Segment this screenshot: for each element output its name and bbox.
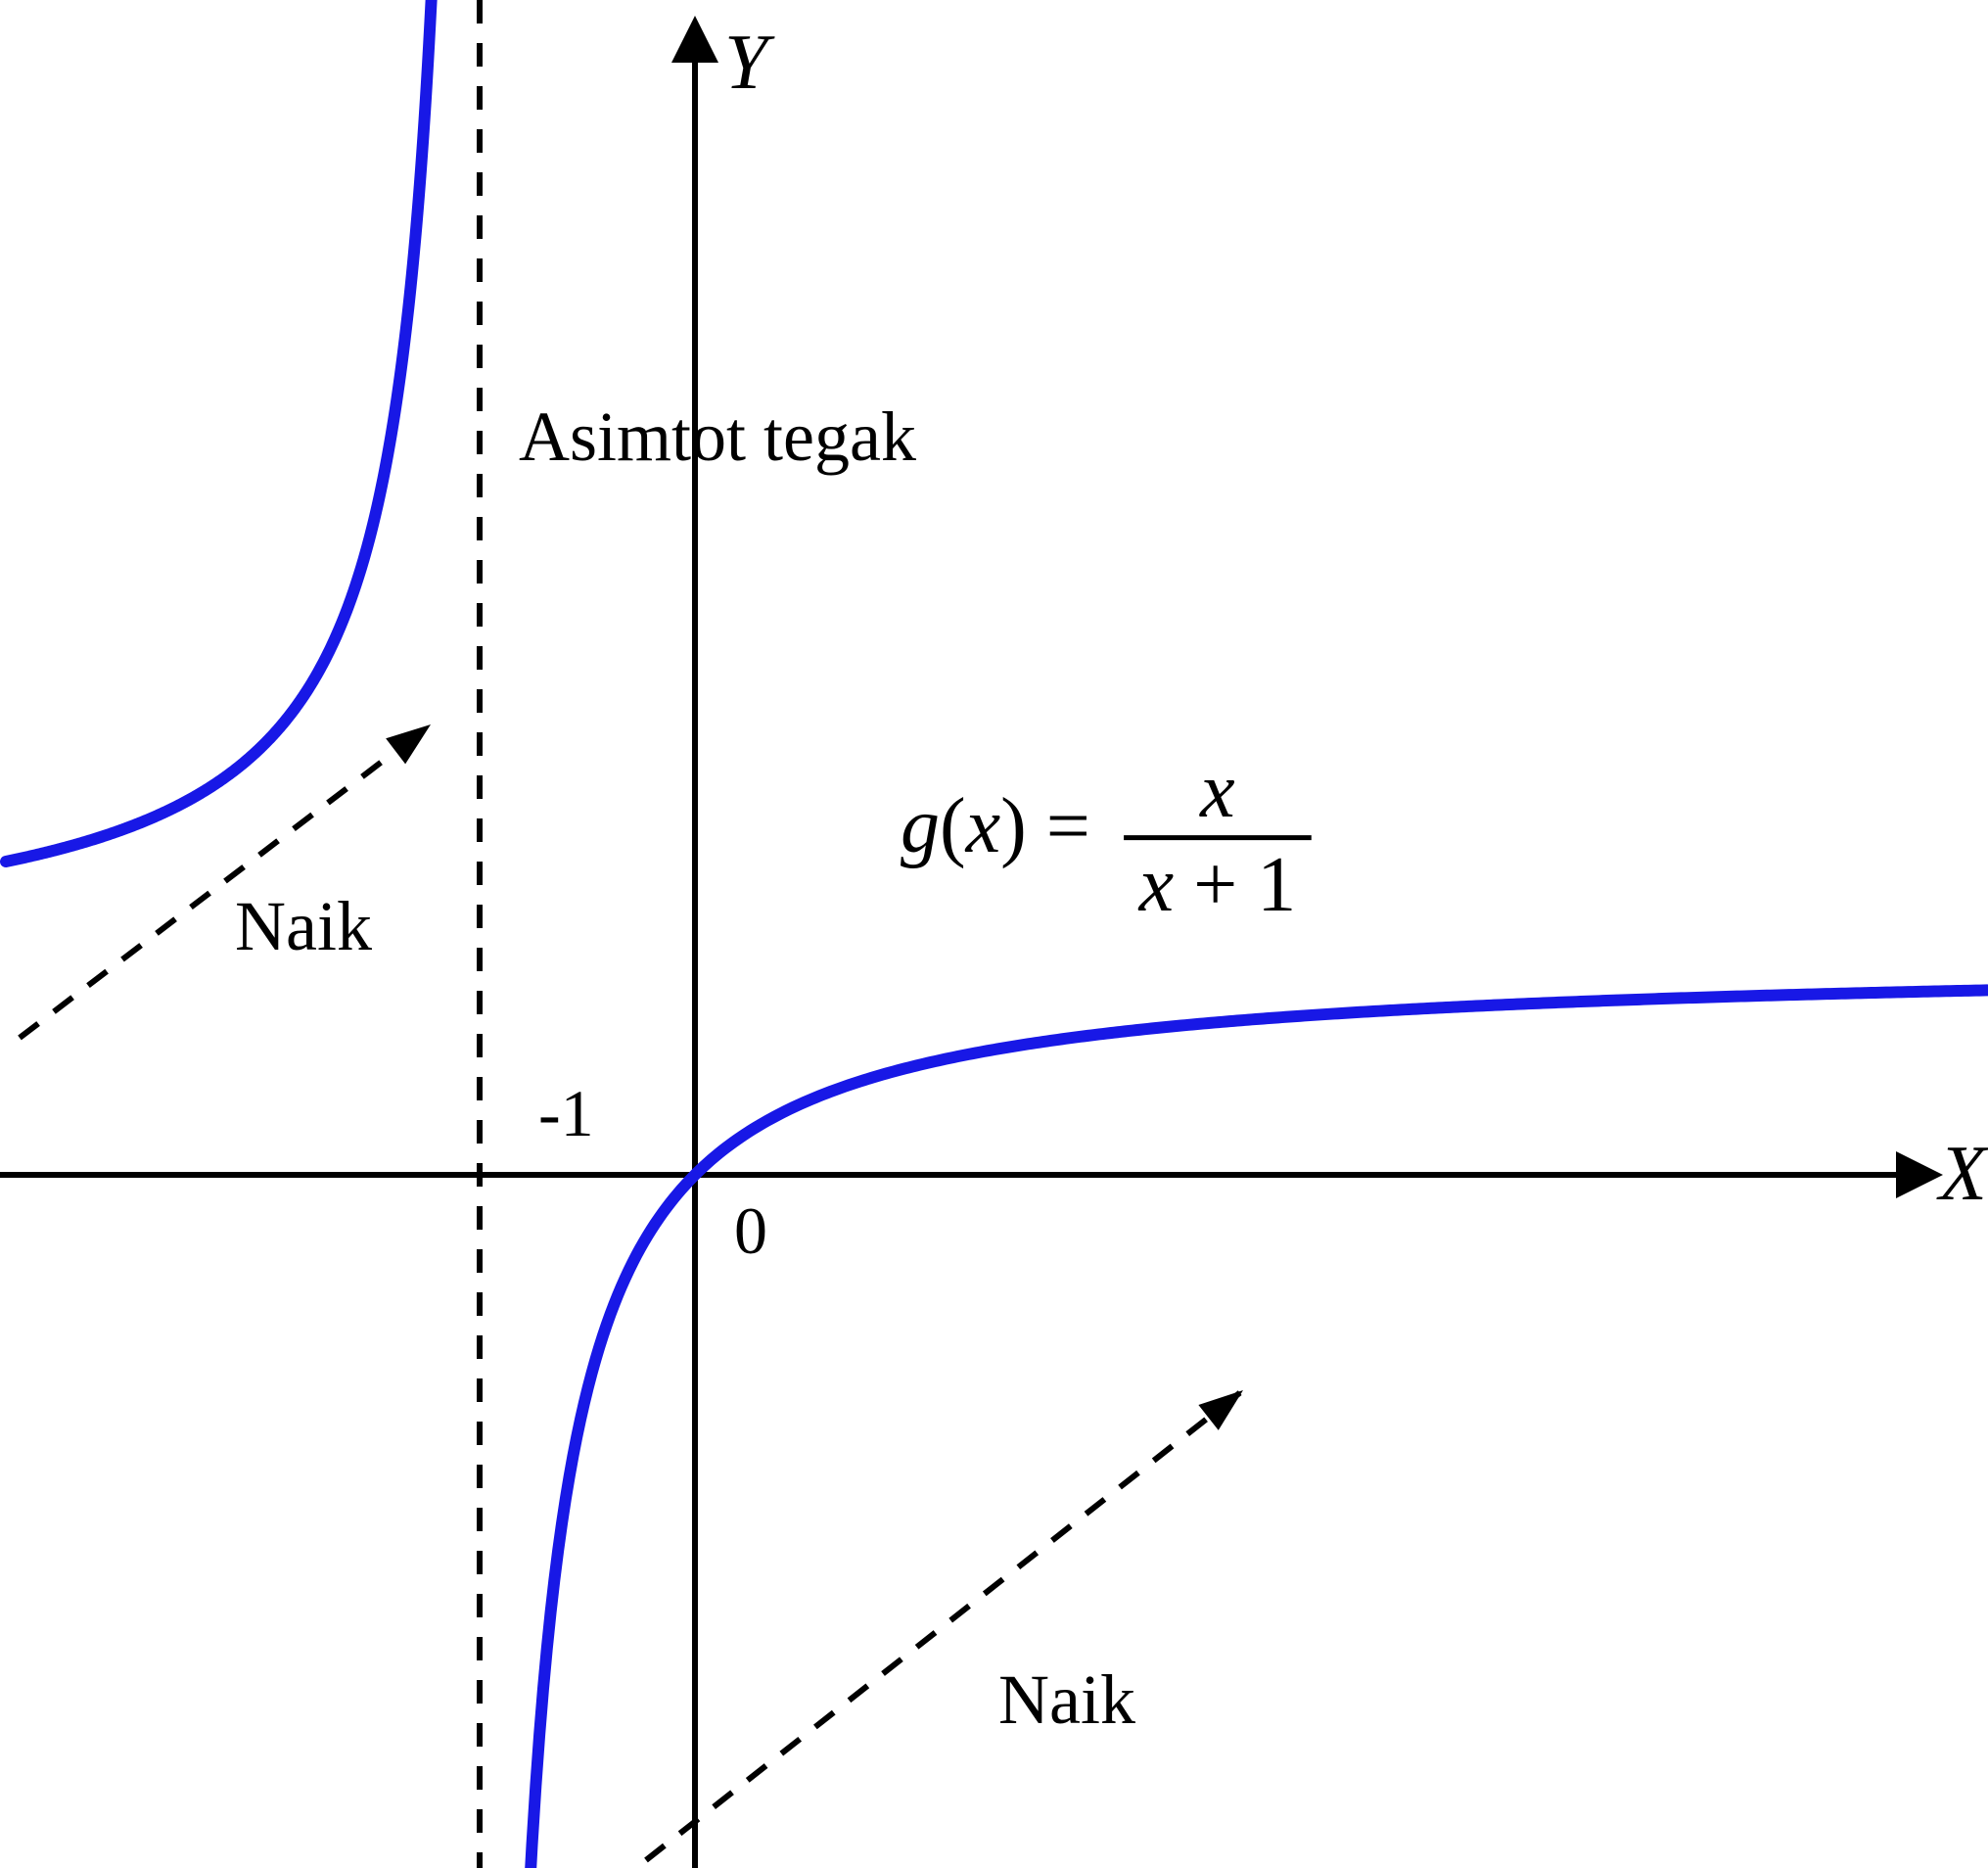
x-axis-label: X [1936,1131,1988,1217]
curve-left-branch [6,0,465,862]
curve-right-branch [494,990,1987,1868]
naik-right-arrowhead-icon [1198,1390,1243,1430]
y-axis-label: Y [724,20,775,106]
formula-numerator: x [1199,748,1235,834]
function-plot: X Y Asimtot tegak -1 0 Naik Naik g(x) = xx + 1 [0,0,1988,1868]
formula-lhs: g(x) = [901,783,1090,869]
naik-left-arrowhead-icon [386,724,431,764]
naik-left-label: Naik [235,887,372,965]
formula-denominator: x + 1 [1138,842,1297,928]
asymptote-label: Asimtot tegak [519,397,916,476]
tick-label--1: -1 [538,1076,594,1150]
tick-label-0: 0 [734,1193,767,1268]
naik-right-label: Naik [998,1660,1135,1739]
naik-right-arrow [646,1390,1243,1860]
